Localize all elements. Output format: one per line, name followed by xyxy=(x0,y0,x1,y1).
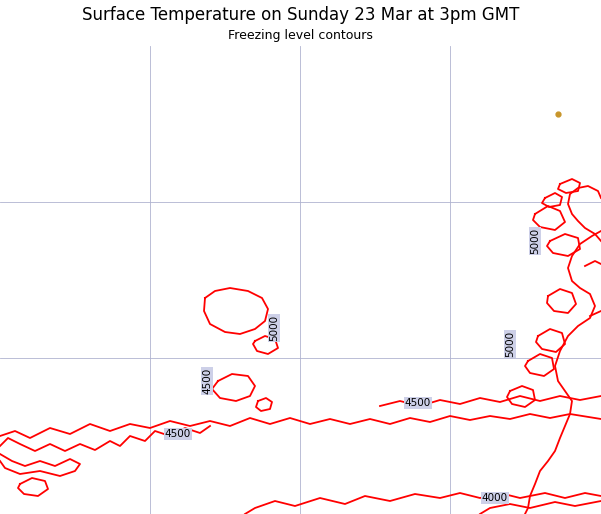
Text: 4000: 4000 xyxy=(482,493,508,503)
Text: 5000: 5000 xyxy=(530,228,540,254)
Text: 4500: 4500 xyxy=(165,429,191,439)
Text: 5000: 5000 xyxy=(505,331,515,357)
Text: 4500: 4500 xyxy=(405,398,431,408)
Text: 5000: 5000 xyxy=(269,315,279,341)
Text: Freezing level contours: Freezing level contours xyxy=(228,29,373,42)
Text: Surface Temperature on Sunday 23 Mar at 3pm GMT: Surface Temperature on Sunday 23 Mar at … xyxy=(82,6,519,24)
Text: 4500: 4500 xyxy=(202,368,212,394)
